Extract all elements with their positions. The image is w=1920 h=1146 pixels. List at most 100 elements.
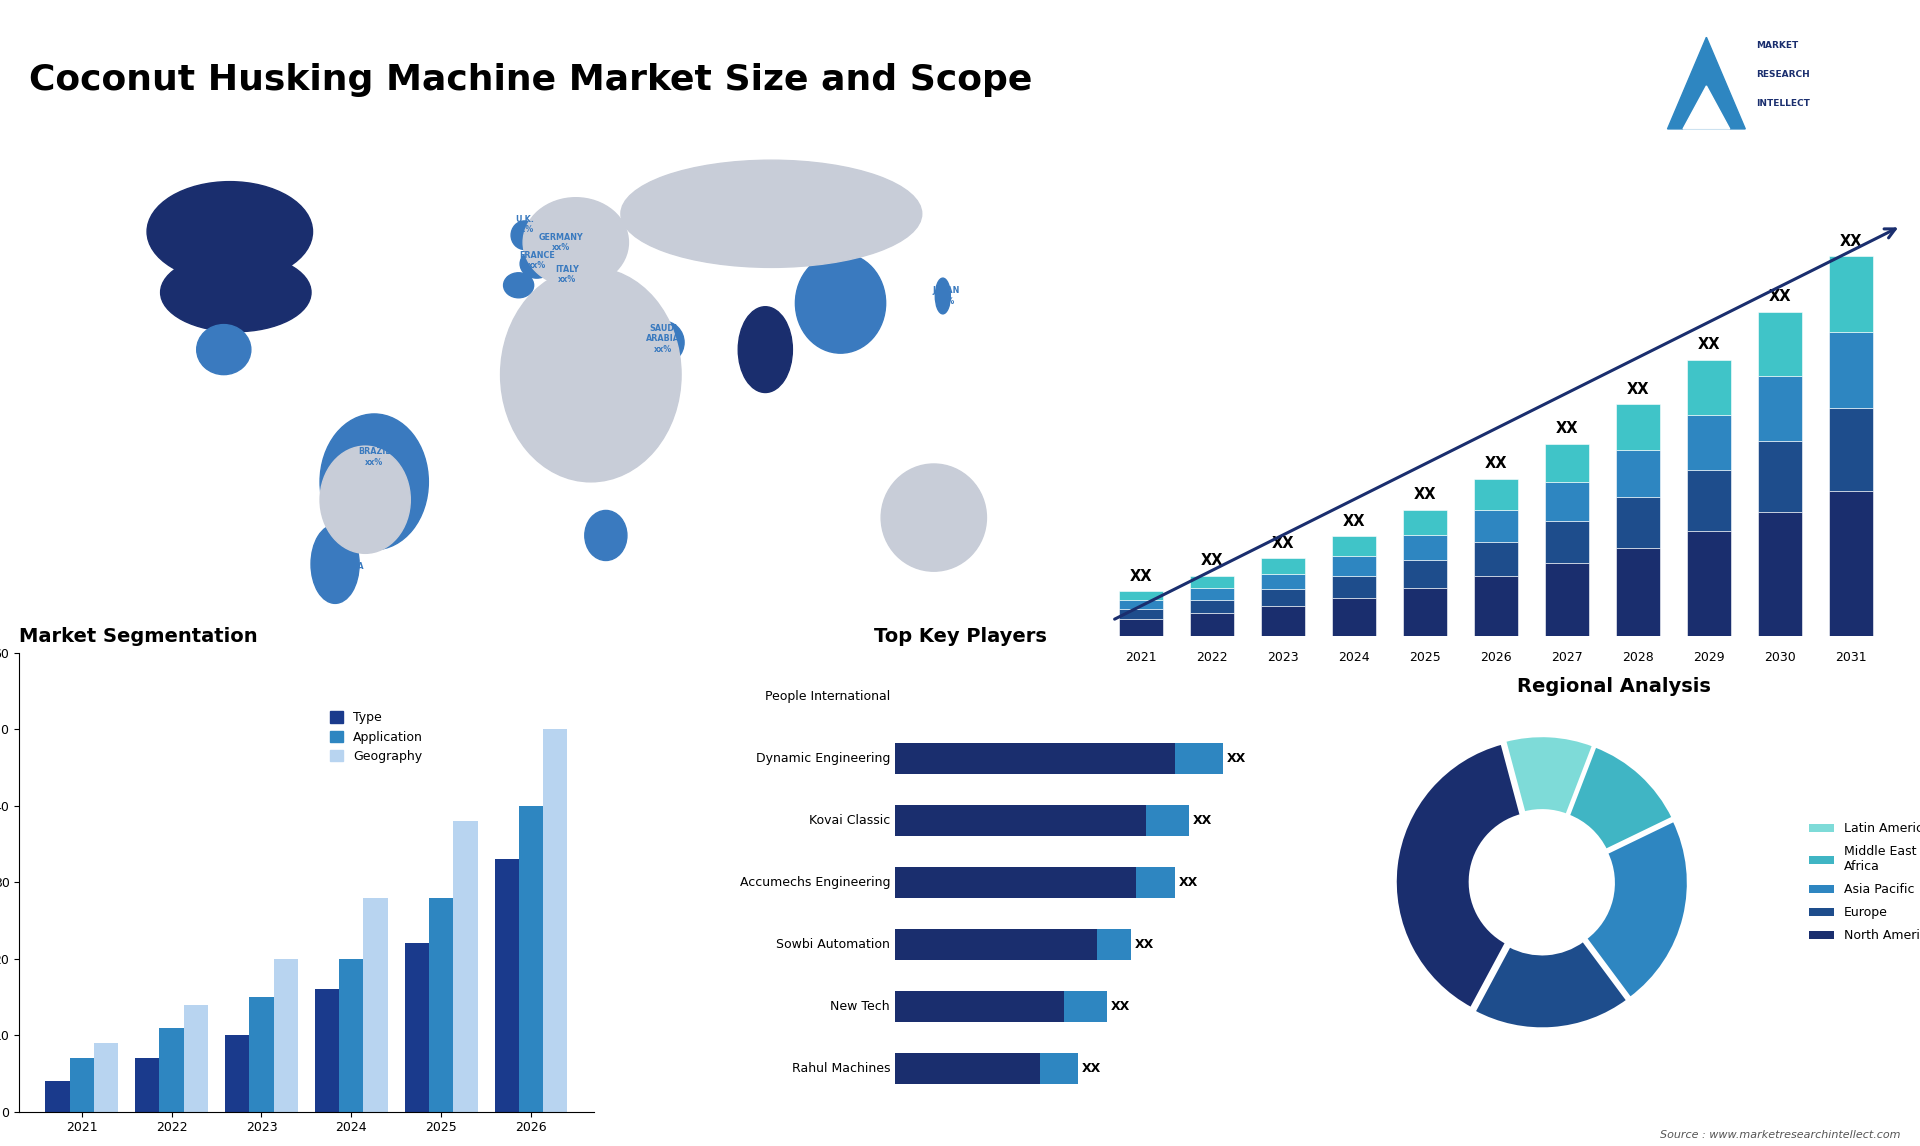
Bar xyxy=(1137,866,1175,897)
Text: XX: XX xyxy=(1135,937,1154,951)
Text: MEXICO
xx%: MEXICO xx% xyxy=(205,340,242,360)
Text: 2028: 2028 xyxy=(1622,651,1653,664)
Text: Sowbi Automation: Sowbi Automation xyxy=(776,937,891,951)
Bar xyxy=(1617,450,1661,496)
Bar xyxy=(453,822,478,1112)
Ellipse shape xyxy=(501,267,682,481)
Text: Source : www.marketresearchintellect.com: Source : www.marketresearchintellect.com xyxy=(1661,1130,1901,1140)
Text: XX: XX xyxy=(1200,554,1223,568)
Ellipse shape xyxy=(511,221,538,250)
Text: People International: People International xyxy=(764,690,891,702)
Ellipse shape xyxy=(641,321,684,364)
Text: XX: XX xyxy=(1768,289,1791,304)
Text: FRANCE
xx%: FRANCE xx% xyxy=(518,251,555,270)
Ellipse shape xyxy=(148,181,313,282)
Bar xyxy=(1617,496,1661,548)
Polygon shape xyxy=(1684,86,1730,128)
Text: XX: XX xyxy=(1112,999,1131,1013)
Bar xyxy=(69,1058,94,1112)
Text: INTELLECT: INTELLECT xyxy=(1755,99,1809,108)
Ellipse shape xyxy=(196,324,252,375)
Bar xyxy=(1332,576,1377,598)
Ellipse shape xyxy=(522,198,628,286)
Polygon shape xyxy=(1667,38,1745,128)
Bar xyxy=(46,1081,69,1112)
Bar xyxy=(543,729,568,1112)
Text: 2024: 2024 xyxy=(1338,651,1369,664)
Bar xyxy=(1404,510,1448,535)
Bar xyxy=(1332,598,1377,636)
Bar xyxy=(1190,613,1235,636)
Bar xyxy=(1830,408,1874,492)
Text: 2029: 2029 xyxy=(1693,651,1724,664)
Text: ARGENTINA
xx%: ARGENTINA xx% xyxy=(311,562,365,581)
Text: CANADA
xx%: CANADA xx% xyxy=(211,194,250,213)
Bar xyxy=(1617,548,1661,636)
Bar xyxy=(1617,405,1661,450)
Text: Kovai Classic: Kovai Classic xyxy=(808,814,891,826)
Text: U.S.
xx%: U.S. xx% xyxy=(230,265,248,284)
Bar xyxy=(1475,479,1519,510)
Text: XX: XX xyxy=(1129,568,1152,584)
Bar xyxy=(1830,257,1874,332)
Bar xyxy=(1261,558,1306,574)
Text: 2031: 2031 xyxy=(1836,651,1866,664)
Text: XX: XX xyxy=(1083,1061,1102,1075)
Bar xyxy=(1404,588,1448,636)
Wedge shape xyxy=(1475,941,1628,1029)
Bar xyxy=(1175,743,1223,774)
Bar xyxy=(1332,536,1377,556)
Title: Top Key Players: Top Key Players xyxy=(874,627,1046,646)
Text: Dynamic Engineering: Dynamic Engineering xyxy=(756,752,891,764)
Bar xyxy=(895,928,1098,959)
Text: 2026: 2026 xyxy=(1480,651,1511,664)
Bar xyxy=(895,991,1064,1022)
Ellipse shape xyxy=(557,262,576,295)
Bar xyxy=(1475,510,1519,542)
Text: 2021: 2021 xyxy=(1125,651,1156,664)
Text: XX: XX xyxy=(1626,382,1649,397)
Bar xyxy=(1404,535,1448,560)
Text: XX: XX xyxy=(1271,536,1294,551)
Bar xyxy=(1759,376,1803,441)
Bar xyxy=(1475,542,1519,576)
Bar xyxy=(273,959,298,1112)
Text: 2023: 2023 xyxy=(1267,651,1298,664)
Ellipse shape xyxy=(520,250,553,278)
Bar xyxy=(495,860,518,1112)
Bar xyxy=(94,1043,119,1112)
Circle shape xyxy=(1473,814,1611,951)
Bar xyxy=(1261,606,1306,636)
Bar xyxy=(1688,415,1732,470)
Bar xyxy=(1688,531,1732,636)
Text: INDIA
xx%: INDIA xx% xyxy=(753,347,778,367)
Bar xyxy=(1119,601,1164,610)
Bar xyxy=(895,866,1137,897)
Text: BRAZIL
xx%: BRAZIL xx% xyxy=(357,447,390,466)
Bar xyxy=(895,804,1146,835)
Bar xyxy=(1546,520,1590,563)
Bar xyxy=(1119,619,1164,636)
Bar xyxy=(1190,576,1235,588)
Bar xyxy=(895,743,1175,774)
Bar xyxy=(1261,589,1306,606)
Legend: Latin America, Middle East &
Africa, Asia Pacific, Europe, North America: Latin America, Middle East & Africa, Asi… xyxy=(1803,817,1920,948)
Bar xyxy=(1261,574,1306,589)
Bar xyxy=(363,897,388,1112)
Text: GERMANY
xx%: GERMANY xx% xyxy=(538,233,584,252)
Text: XX: XX xyxy=(1697,337,1720,353)
Text: SPAIN
xx%: SPAIN xx% xyxy=(505,275,532,295)
Bar xyxy=(1546,444,1590,482)
Bar xyxy=(1332,556,1377,576)
Bar xyxy=(134,1058,159,1112)
Text: 2022: 2022 xyxy=(1196,651,1227,664)
Bar xyxy=(1759,312,1803,376)
Bar xyxy=(1190,588,1235,599)
Text: SOUTH
AFRICA
xx%: SOUTH AFRICA xx% xyxy=(589,524,622,554)
Ellipse shape xyxy=(321,414,428,550)
Bar xyxy=(159,1028,184,1112)
Text: 2027: 2027 xyxy=(1551,651,1582,664)
Bar xyxy=(1119,591,1164,601)
Wedge shape xyxy=(1505,736,1594,815)
Text: Rahul Machines: Rahul Machines xyxy=(791,1061,891,1075)
